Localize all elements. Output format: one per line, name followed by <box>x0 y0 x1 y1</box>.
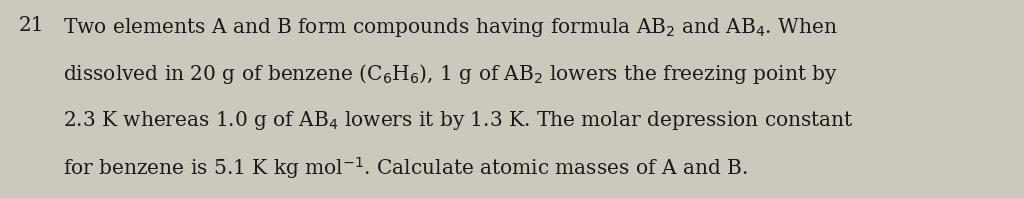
Text: Two elements A and B form compounds having formula AB$_2$ and AB$_4$. When: Two elements A and B form compounds havi… <box>63 16 839 39</box>
Text: for benzene is 5.1 K kg mol$^{-1}$. Calculate atomic masses of A and B.: for benzene is 5.1 K kg mol$^{-1}$. Calc… <box>63 155 749 181</box>
Text: 21: 21 <box>18 16 44 35</box>
Text: 2.3 K whereas 1.0 g of AB$_4$ lowers it by 1.3 K. The molar depression constant: 2.3 K whereas 1.0 g of AB$_4$ lowers it … <box>63 109 854 132</box>
Text: dissolved in 20 g of benzene (C$_6$H$_6$), 1 g of AB$_2$ lowers the freezing poi: dissolved in 20 g of benzene (C$_6$H$_6$… <box>63 62 839 86</box>
